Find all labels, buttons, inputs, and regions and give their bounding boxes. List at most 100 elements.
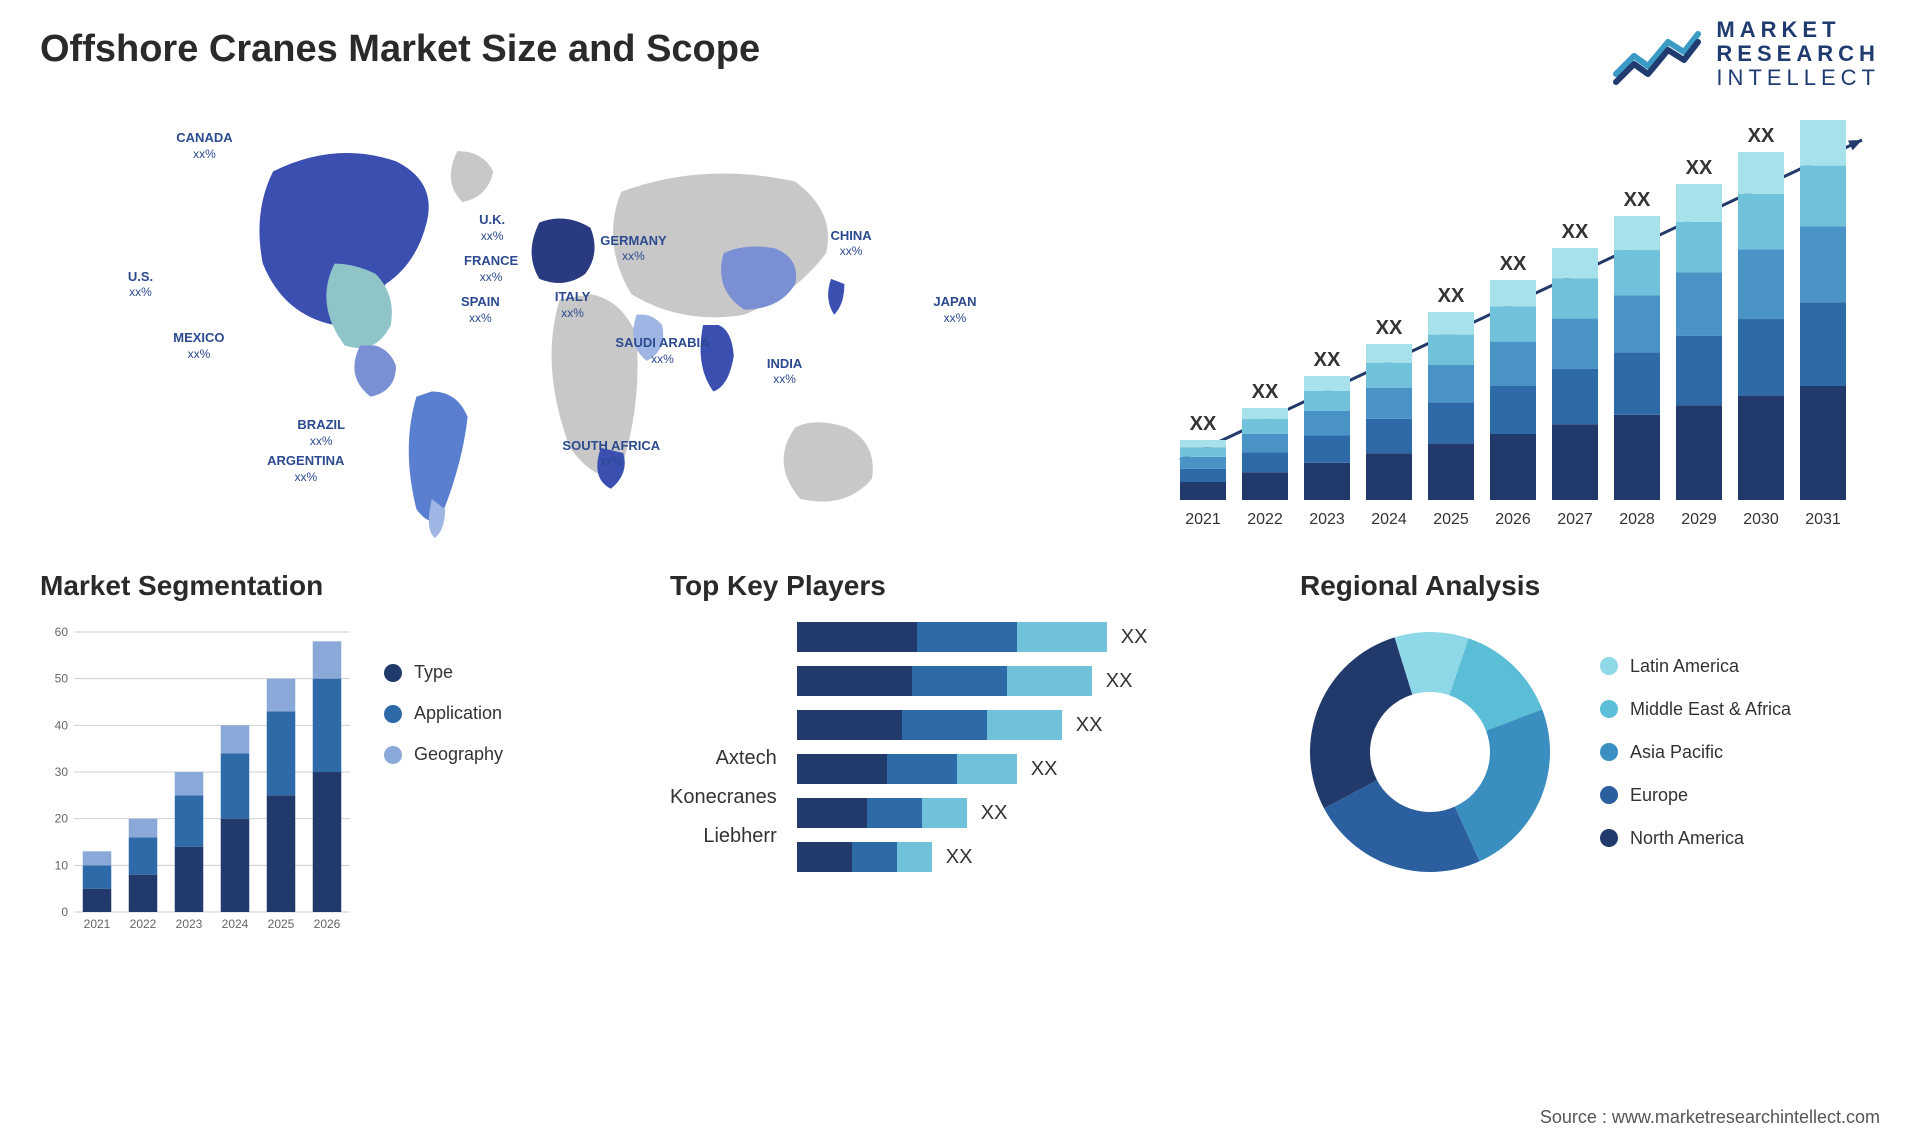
growth-bar-chart: XX2021XX2022XX2023XX2024XX2025XX2026XX20… (1160, 110, 1880, 540)
brand-logo: MARKET RESEARCH INTELLECT (1612, 18, 1880, 91)
svg-text:40: 40 (55, 718, 69, 732)
player-bar-segment (902, 710, 987, 740)
svg-text:60: 60 (55, 625, 69, 639)
players-panel: Top Key Players AxtechKonecranesLiebherr… (670, 570, 1250, 1020)
player-row: XX (797, 622, 1250, 652)
player-bar-segment (897, 842, 932, 872)
svg-text:2030: 2030 (1743, 511, 1779, 528)
map-label: ITALYxx% (555, 289, 590, 320)
segmentation-chart: 0102030405060202120222023202420252026 (40, 622, 360, 942)
svg-text:2024: 2024 (1371, 511, 1407, 528)
svg-text:XX: XX (1438, 285, 1465, 307)
player-bar-segment (797, 798, 867, 828)
source-text: Source : www.marketresearchintellect.com (1540, 1107, 1880, 1128)
player-value: XX (1121, 626, 1148, 649)
svg-text:XX: XX (1190, 413, 1217, 435)
player-bar-segment (987, 710, 1062, 740)
legend-item: Latin America (1600, 656, 1791, 677)
map-label: ARGENTINAxx% (267, 453, 344, 484)
page-title: Offshore Cranes Market Size and Scope (40, 28, 760, 71)
players-title: Top Key Players (670, 570, 1250, 602)
map-label: U.S.xx% (128, 269, 153, 300)
legend-dot (384, 664, 402, 682)
logo-line1: MARKET (1716, 18, 1880, 42)
player-value: XX (981, 802, 1008, 825)
legend-item: Geography (384, 744, 503, 765)
player-bar (797, 798, 967, 828)
svg-text:XX: XX (1376, 317, 1403, 339)
svg-text:2027: 2027 (1557, 511, 1593, 528)
player-bar-segment (1017, 622, 1107, 652)
legend-dot (1600, 829, 1618, 847)
segmentation-title: Market Segmentation (40, 570, 620, 602)
logo-line2: RESEARCH (1716, 42, 1880, 66)
player-name: Liebherr (703, 825, 776, 848)
player-bar (797, 754, 1017, 784)
legend-dot (1600, 657, 1618, 675)
player-bar-segment (912, 666, 1007, 696)
player-bar-segment (797, 666, 912, 696)
legend-label: Asia Pacific (1630, 742, 1723, 763)
svg-text:2025: 2025 (268, 917, 295, 931)
player-bar-segment (922, 798, 967, 828)
svg-text:XX: XX (1686, 157, 1713, 179)
legend-label: North America (1630, 828, 1744, 849)
svg-text:50: 50 (55, 672, 69, 686)
svg-text:2021: 2021 (1185, 511, 1221, 528)
player-bar (797, 842, 932, 872)
svg-text:XX: XX (1624, 189, 1651, 211)
legend-label: Application (414, 703, 502, 724)
legend-dot (384, 746, 402, 764)
map-label: U.K.xx% (479, 212, 505, 243)
svg-text:2029: 2029 (1681, 511, 1717, 528)
player-bar-segment (887, 754, 957, 784)
svg-text:2022: 2022 (130, 917, 157, 931)
svg-text:2023: 2023 (1309, 511, 1345, 528)
player-row: XX (797, 754, 1250, 784)
legend-label: Latin America (1630, 656, 1739, 677)
logo-line3: INTELLECT (1716, 66, 1880, 90)
player-row: XX (797, 842, 1250, 872)
map-label: SPAINxx% (461, 294, 500, 325)
player-row: XX (797, 710, 1250, 740)
legend-dot (384, 705, 402, 723)
legend-dot (1600, 743, 1618, 761)
legend-item: North America (1600, 828, 1791, 849)
player-bar (797, 622, 1107, 652)
svg-text:2026: 2026 (1495, 511, 1531, 528)
legend-item: Middle East & Africa (1600, 699, 1791, 720)
player-bar-segment (797, 710, 902, 740)
player-names: AxtechKonecranesLiebherr (670, 747, 777, 848)
map-label: JAPANxx% (933, 294, 976, 325)
player-name: Konecranes (670, 786, 777, 809)
donut-legend: Latin America Middle East & Africa Asia Pa… (1600, 656, 1791, 849)
svg-text:30: 30 (55, 765, 69, 779)
player-bar-segment (957, 754, 1017, 784)
svg-text:10: 10 (55, 858, 69, 872)
donut-chart (1300, 622, 1560, 882)
svg-text:2023: 2023 (176, 917, 203, 931)
player-bar (797, 710, 1062, 740)
legend-dot (1600, 786, 1618, 804)
svg-text:2028: 2028 (1619, 511, 1655, 528)
player-bar-segment (917, 622, 1017, 652)
player-value: XX (1076, 714, 1103, 737)
svg-text:2026: 2026 (314, 917, 341, 931)
map-label: SAUDI ARABIAxx% (615, 335, 709, 366)
svg-text:XX: XX (1810, 110, 1837, 115)
logo-icon (1612, 22, 1702, 86)
player-bar-segment (867, 798, 922, 828)
svg-text:XX: XX (1748, 125, 1775, 147)
player-bar-segment (797, 754, 887, 784)
map-label: BRAZILxx% (297, 417, 345, 448)
map-label: GERMANYxx% (600, 233, 666, 264)
player-value: XX (1106, 670, 1133, 693)
svg-text:XX: XX (1500, 253, 1527, 275)
map-label: FRANCExx% (464, 253, 518, 284)
player-bar-segment (797, 842, 852, 872)
map-label: SOUTH AFRICAxx% (562, 438, 660, 469)
player-value: XX (946, 846, 973, 869)
map-label: CANADAxx% (176, 130, 232, 161)
legend-label: Type (414, 662, 453, 683)
player-bar-segment (1007, 666, 1092, 696)
